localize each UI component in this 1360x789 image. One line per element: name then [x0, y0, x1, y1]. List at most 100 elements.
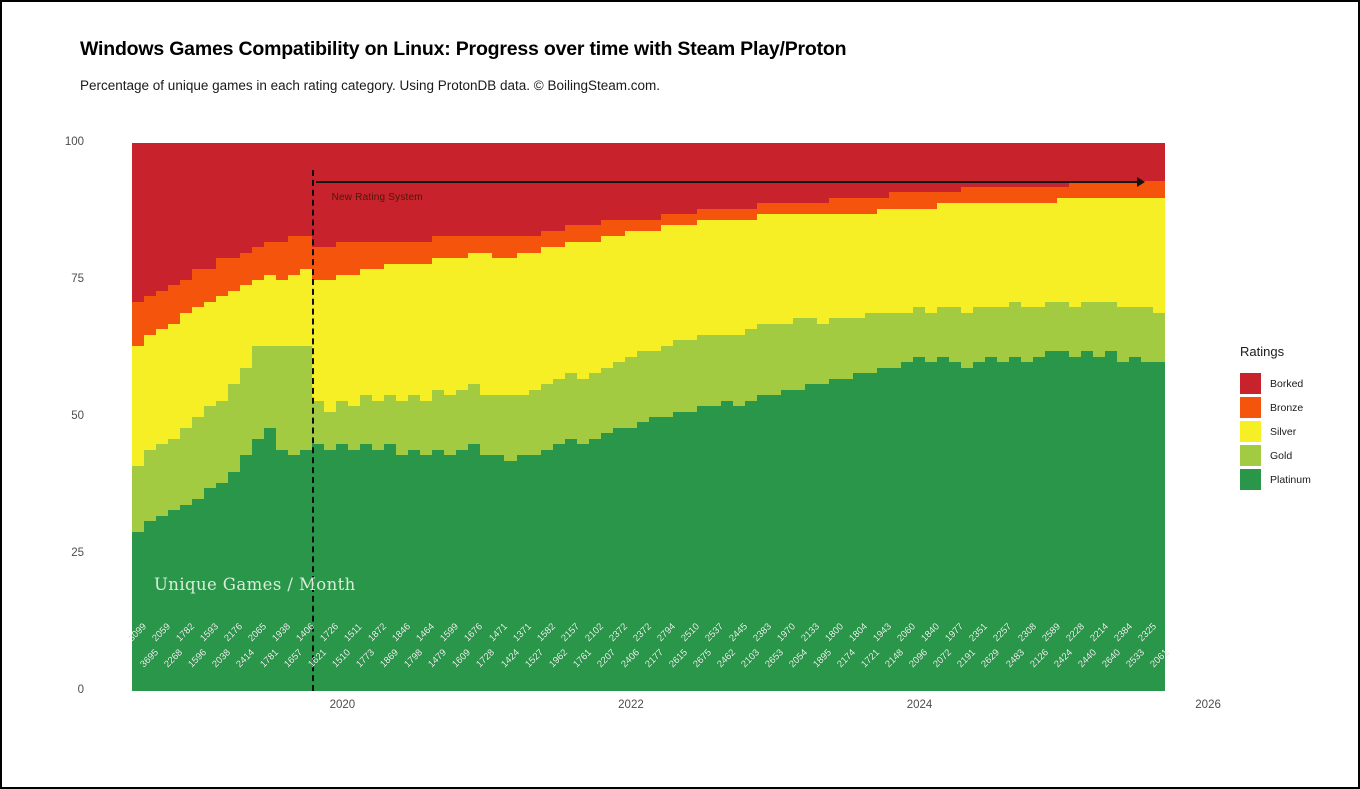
- bar-segment-bronze: [660, 214, 673, 226]
- bar-segment-bronze: [612, 219, 625, 237]
- bar-segment-gold: [985, 307, 998, 357]
- bar-segment-gold: [252, 345, 265, 439]
- bar-segment-borked: [216, 143, 229, 259]
- bar-segment-platinum: [564, 438, 577, 691]
- bar-segment-platinum: [1045, 351, 1058, 691]
- bar-column: [1033, 143, 1046, 691]
- bar-segment-silver: [1021, 203, 1034, 308]
- bar-segment-platinum: [180, 504, 193, 691]
- bar-segment-gold: [480, 395, 493, 456]
- bar-segment-silver: [348, 274, 361, 407]
- bar-segment-gold: [901, 312, 914, 363]
- bar-segment-silver: [1153, 197, 1166, 313]
- bar-column: [949, 143, 962, 691]
- bar-segment-bronze: [276, 241, 289, 280]
- bar-segment-silver: [1129, 197, 1142, 308]
- bar-segment-silver: [744, 219, 757, 330]
- bar-segment-silver: [973, 203, 986, 308]
- bar-segment-silver: [456, 258, 469, 390]
- unique-games-label: Unique Games / Month: [154, 575, 356, 594]
- bar-segment-gold: [240, 367, 253, 456]
- bar-column: [528, 143, 541, 691]
- bar-segment-silver: [528, 252, 541, 390]
- bar-segment-bronze: [348, 241, 361, 275]
- bar-segment-borked: [852, 143, 865, 198]
- bar-segment-gold: [961, 312, 974, 368]
- bar-segment-borked: [1009, 143, 1022, 187]
- bar-column: [132, 143, 145, 691]
- bar-segment-platinum: [540, 449, 553, 691]
- bar-column: [336, 143, 349, 691]
- bar-segment-platinum: [348, 449, 361, 691]
- bar-segment-borked: [372, 143, 385, 242]
- bar-segment-borked: [432, 143, 445, 237]
- bar-segment-bronze: [1117, 181, 1130, 198]
- bar-segment-silver: [828, 214, 841, 319]
- bar-segment-silver: [264, 274, 277, 346]
- bar-segment-borked: [672, 143, 685, 215]
- bar-segment-bronze: [456, 236, 469, 259]
- bar-segment-silver: [300, 269, 313, 346]
- x-tick-label: 2022: [618, 699, 644, 711]
- bar-segment-borked: [204, 143, 217, 270]
- bar-segment-platinum: [1129, 356, 1142, 691]
- bar-segment-gold: [444, 395, 457, 456]
- bar-segment-borked: [792, 143, 805, 204]
- bar-segment-borked: [456, 143, 469, 237]
- bar-segment-silver: [732, 219, 745, 335]
- bar-segment-gold: [288, 345, 301, 456]
- bar-segment-borked: [949, 143, 962, 193]
- legend-label: Bronze: [1270, 401, 1304, 414]
- bar-segment-gold: [1141, 307, 1154, 363]
- bar-segment-bronze: [540, 230, 553, 248]
- bar-segment-silver: [576, 241, 589, 379]
- bar-segment-platinum: [660, 416, 673, 691]
- bar-segment-gold: [684, 340, 697, 412]
- bar-segment-gold: [672, 340, 685, 412]
- bar-segment-gold: [384, 395, 397, 445]
- bar-column: [876, 143, 889, 691]
- bar-segment-bronze: [816, 203, 829, 215]
- bar-column: [925, 143, 938, 691]
- bar-segment-borked: [1105, 143, 1118, 182]
- bar-segment-bronze: [672, 214, 685, 226]
- bar-column: [973, 143, 986, 691]
- bar-segment-silver: [1093, 197, 1106, 302]
- bar-segment-platinum: [552, 444, 565, 691]
- bar-column: [1045, 143, 1058, 691]
- bar-segment-platinum: [768, 395, 781, 691]
- bar-segment-gold: [1081, 301, 1094, 352]
- bar-segment-gold: [1117, 307, 1130, 363]
- bar-column: [732, 143, 745, 691]
- bar-column: [468, 143, 481, 691]
- bar-segment-silver: [1105, 197, 1118, 302]
- bar-column: [1069, 143, 1082, 691]
- bar-segment-silver: [420, 263, 433, 401]
- bar-segment-borked: [132, 143, 145, 302]
- bar-segment-bronze: [913, 192, 926, 209]
- bar-segment-bronze: [372, 241, 385, 270]
- bar-column: [348, 143, 361, 691]
- bar-segment-platinum: [492, 455, 505, 691]
- bar-segment-gold: [660, 345, 673, 417]
- bar-segment-bronze: [636, 219, 649, 231]
- bar-column: [672, 143, 685, 691]
- bar-segment-bronze: [1093, 181, 1106, 198]
- bar-segment-borked: [588, 143, 601, 226]
- bar-segment-gold: [792, 318, 805, 390]
- bar-segment-silver: [1033, 203, 1046, 308]
- bar-column: [1057, 143, 1070, 691]
- bar-segment-gold: [540, 384, 553, 450]
- bar-segment-gold: [1093, 301, 1106, 357]
- bar-column: [204, 143, 217, 691]
- stacked-bars: [132, 143, 1166, 691]
- bar-segment-gold: [504, 395, 517, 461]
- bar-column: [480, 143, 493, 691]
- bar-segment-platinum: [240, 455, 253, 691]
- bar-segment-silver: [913, 208, 926, 308]
- bar-segment-gold: [624, 356, 637, 428]
- bar-segment-bronze: [252, 247, 265, 280]
- bar-column: [492, 143, 505, 691]
- bar-segment-gold: [564, 373, 577, 439]
- bar-column: [985, 143, 998, 691]
